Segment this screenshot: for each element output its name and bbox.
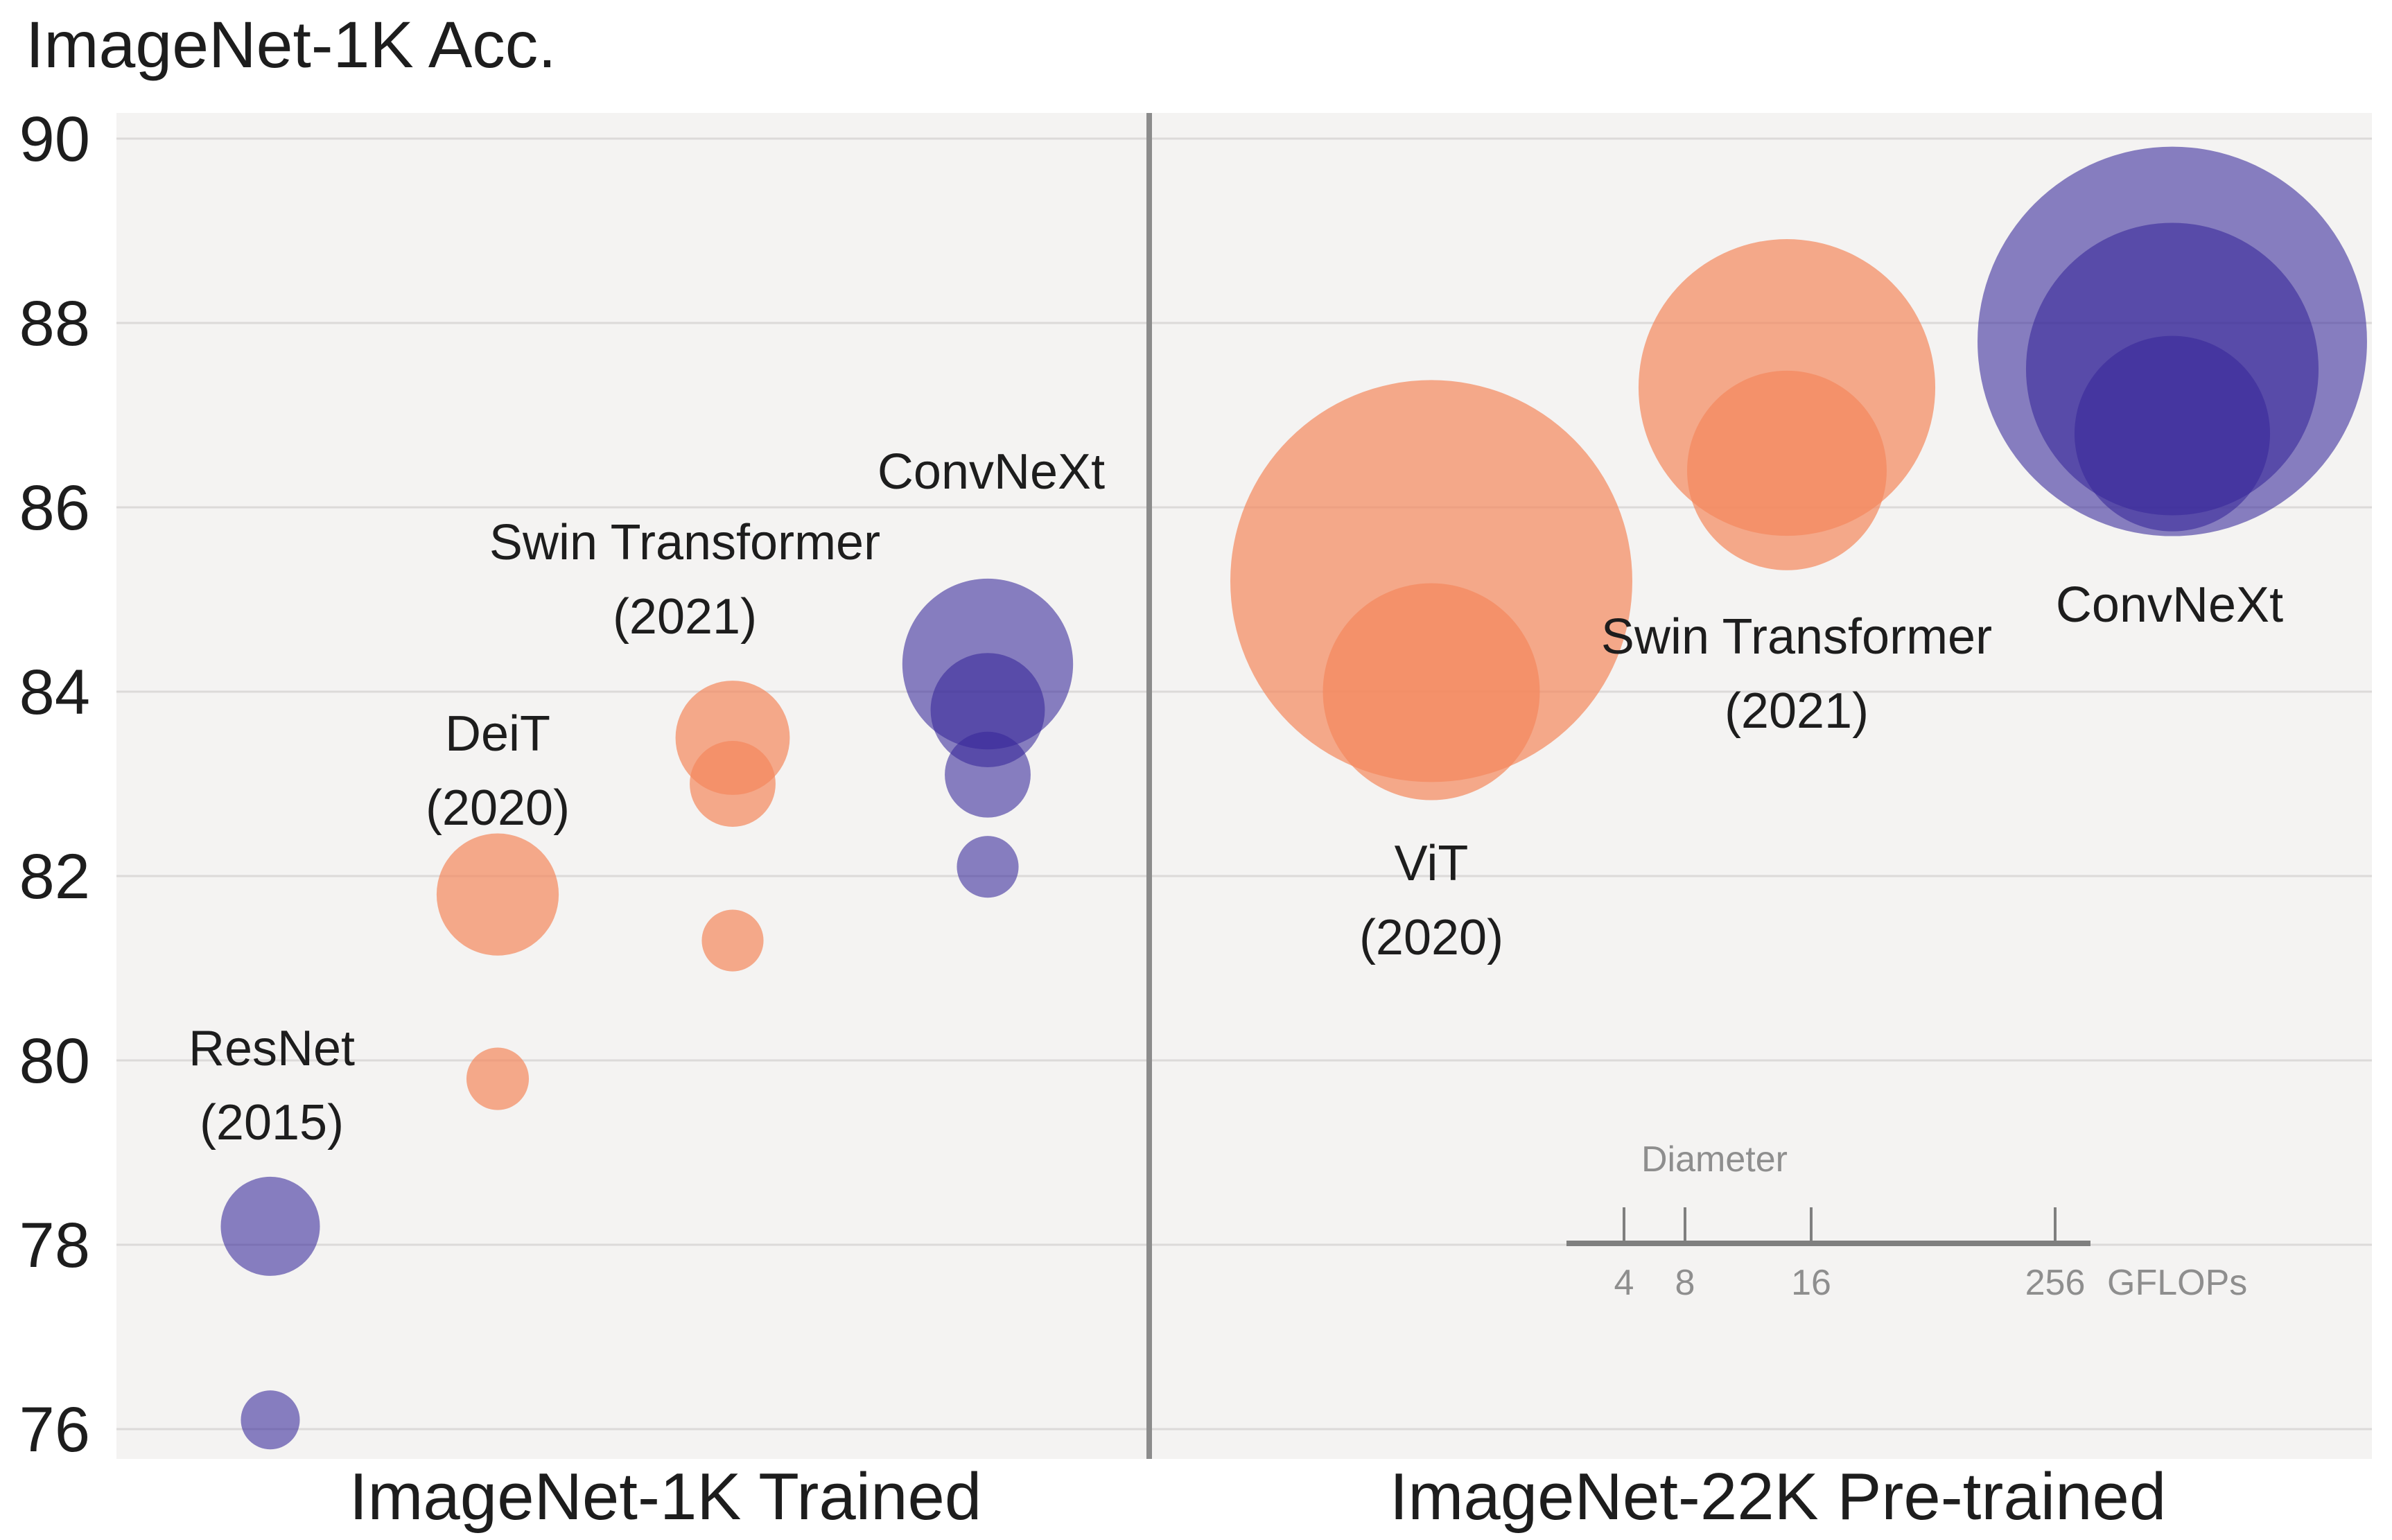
bubble-convnext-83.8 (930, 653, 1045, 768)
bubble-vit-84 (1322, 583, 1540, 800)
series-label-vit-line1: ViT (1395, 836, 1469, 891)
bubble-resnet-78.2 (220, 1176, 320, 1276)
series-label-swin-transformer-line2: (2021) (1725, 683, 1869, 739)
x-axis-label-left-panel: ImageNet-1K Trained (349, 1460, 981, 1534)
series-label-deit-line1: DeiT (445, 706, 550, 762)
series-label-resnet-line2: (2015) (200, 1095, 344, 1150)
bubble-convnext-83.1 (945, 731, 1031, 818)
bubble-convnext-82.1 (957, 836, 1019, 898)
legend-tick-label-8: 8 (1675, 1263, 1695, 1303)
bubble-layer (220, 146, 2367, 1450)
bubble-convnext-86.8 (2074, 335, 2271, 532)
legend-title: Diameter (1641, 1139, 1788, 1180)
y-tick-label-80: 80 (19, 1026, 90, 1096)
series-label-vit-line2: (2020) (1359, 910, 1503, 965)
series-label-layer: ResNet (2015) DeiT (2020) Swin Transformer (2… (189, 444, 2283, 1150)
legend-layer: 4 8 16 256 (1566, 1207, 2090, 1303)
legend-unit-label: GFLOPs (2107, 1263, 2247, 1303)
series-label-deit-line2: (2020) (426, 780, 570, 836)
legend-tick-label-4: 4 (1614, 1263, 1634, 1303)
series-label-convnext-line1: ConvNeXt (878, 444, 1105, 500)
bubble-deit-81.8 (436, 833, 559, 956)
bubble-swin-transformer-86.4 (1687, 370, 1887, 570)
series-label-swin-transformer-line2: (2021) (613, 589, 757, 645)
legend-tick-label-256: 256 (2025, 1263, 2086, 1303)
x-axis-label-right-panel: ImageNet-22K Pre-trained (1390, 1460, 2167, 1534)
y-tick-label-84: 84 (19, 657, 90, 728)
series-label-convnext-line1: ConvNeXt (2056, 577, 2283, 633)
series-label-swin-transformer-line1: Swin Transformer (489, 515, 880, 570)
y-tick-label-78: 78 (19, 1210, 90, 1281)
legend-tick-label-16: 16 (1791, 1263, 1831, 1303)
y-tick-label-88: 88 (19, 288, 90, 359)
bubble-swin-transformer-83 (690, 741, 776, 827)
chart-title: ImageNet-1K Acc. (26, 8, 557, 82)
bubble-resnet-76.1 (241, 1390, 300, 1450)
series-label-resnet-line1: ResNet (189, 1021, 355, 1076)
y-tick-label-76: 76 (19, 1394, 90, 1465)
y-tick-label-82: 82 (19, 841, 90, 912)
series-label-swin-transformer-line1: Swin Transformer (1601, 609, 1992, 665)
bubble-swin-transformer-81.3 (701, 909, 764, 972)
bubble-deit-79.8 (466, 1047, 530, 1110)
y-tick-label-90: 90 (19, 104, 90, 175)
y-tick-label-86: 86 (19, 473, 90, 543)
